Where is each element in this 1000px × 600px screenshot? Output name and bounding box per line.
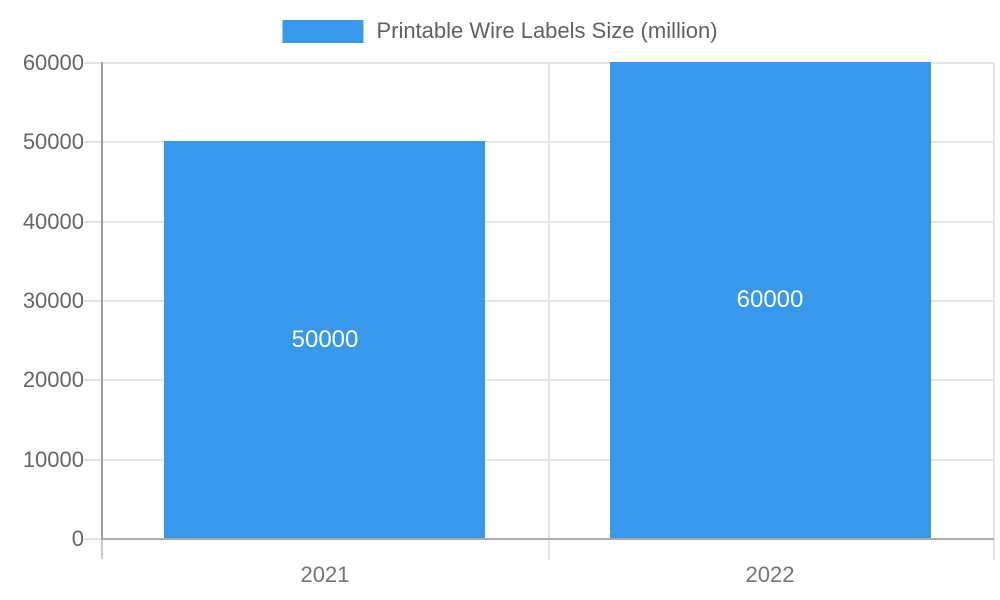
bar-2021[interactable] [164,141,485,538]
y-axis-label: 10000 [22,447,84,472]
gridline [102,379,993,381]
y-axis-tick [84,62,101,64]
chart-legend[interactable]: Printable Wire Labels Size (million) [282,18,718,44]
y-axis-label: 40000 [22,209,84,234]
y-axis-label: 50000 [22,129,84,154]
y-axis-tick [84,379,101,381]
gridline [102,141,993,143]
y-axis-label: 30000 [22,288,84,313]
x-axis-label: 2022 [745,562,795,587]
y-axis-tick [84,141,101,143]
y-axis-tick [84,538,101,540]
y-axis-label: 0 [71,526,84,551]
y-axis-tick [84,300,101,302]
bar-value-label: 60000 [736,286,804,313]
x-axis-baseline [101,538,994,540]
y-axis-label: 20000 [22,367,84,392]
gridline [102,62,993,64]
legend-label: Printable Wire Labels Size (million) [376,18,718,43]
bar-value-label: 50000 [291,326,359,353]
category-divider-line [548,62,550,560]
y-axis-tick [84,221,101,223]
y-axis-label: 60000 [22,50,84,75]
gridline [102,300,993,302]
y-axis-line-tail [101,538,103,559]
x-axis-label: 2021 [300,562,350,587]
legend-swatch [282,19,364,43]
plot-right-border [993,62,995,560]
gridline [102,221,993,223]
y-axis-tick [84,459,101,461]
y-axis-line [101,62,103,538]
bar-2022[interactable] [610,62,931,538]
gridline [102,459,993,461]
